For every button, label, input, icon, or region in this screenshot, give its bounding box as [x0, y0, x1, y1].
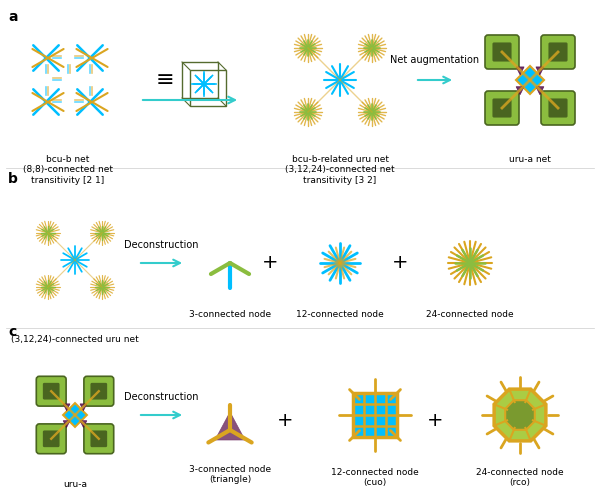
- Polygon shape: [505, 400, 535, 430]
- FancyBboxPatch shape: [485, 91, 519, 125]
- Text: +: +: [262, 253, 278, 273]
- Text: 12-connected node
(cuo): 12-connected node (cuo): [331, 468, 419, 488]
- Text: c: c: [8, 325, 16, 339]
- Text: 12-connected node: 12-connected node: [296, 310, 384, 319]
- FancyBboxPatch shape: [493, 99, 511, 117]
- Text: 3-connected node
(triangle): 3-connected node (triangle): [189, 465, 271, 485]
- Text: b: b: [8, 172, 18, 186]
- FancyBboxPatch shape: [91, 383, 107, 399]
- Polygon shape: [516, 87, 524, 94]
- Polygon shape: [63, 421, 70, 428]
- Text: +: +: [392, 253, 408, 273]
- Text: (3,12,24)-connected uru net: (3,12,24)-connected uru net: [11, 335, 139, 344]
- Text: bcu-b-related uru net
(3,12,24)-connected net
transitivity [3 2]: bcu-b-related uru net (3,12,24)-connecte…: [285, 155, 395, 185]
- Polygon shape: [215, 412, 245, 440]
- FancyBboxPatch shape: [549, 99, 567, 117]
- Polygon shape: [80, 421, 87, 428]
- FancyBboxPatch shape: [43, 383, 59, 399]
- Polygon shape: [536, 87, 544, 94]
- FancyBboxPatch shape: [43, 431, 59, 447]
- FancyBboxPatch shape: [37, 376, 66, 406]
- Text: Deconstruction: Deconstruction: [124, 392, 198, 402]
- Polygon shape: [494, 389, 546, 441]
- FancyBboxPatch shape: [485, 35, 519, 69]
- Polygon shape: [63, 404, 70, 411]
- Text: uru-a: uru-a: [63, 480, 87, 489]
- Text: ≡: ≡: [155, 70, 175, 90]
- FancyBboxPatch shape: [84, 376, 114, 406]
- Text: Net augmentation: Net augmentation: [391, 55, 479, 65]
- FancyBboxPatch shape: [353, 393, 397, 437]
- Polygon shape: [80, 404, 87, 411]
- Polygon shape: [516, 67, 524, 75]
- FancyBboxPatch shape: [37, 424, 66, 454]
- Polygon shape: [516, 66, 544, 94]
- FancyBboxPatch shape: [84, 424, 114, 454]
- Text: a: a: [8, 10, 17, 24]
- Text: Deconstruction: Deconstruction: [124, 240, 198, 250]
- FancyBboxPatch shape: [91, 431, 107, 447]
- Text: uru-a net: uru-a net: [509, 155, 551, 164]
- Text: +: +: [277, 410, 293, 430]
- Polygon shape: [63, 403, 87, 427]
- FancyBboxPatch shape: [541, 35, 575, 69]
- FancyBboxPatch shape: [493, 43, 511, 61]
- FancyBboxPatch shape: [541, 91, 575, 125]
- Text: 3-connected node: 3-connected node: [189, 310, 271, 319]
- Text: +: +: [427, 410, 443, 430]
- Text: 24-connected node: 24-connected node: [426, 310, 514, 319]
- FancyBboxPatch shape: [549, 43, 567, 61]
- Text: 24-connected node
(rco): 24-connected node (rco): [476, 468, 564, 488]
- Text: bcu-b net
(8,8)-connected net
transitivity [2 1]: bcu-b net (8,8)-connected net transitivi…: [23, 155, 113, 185]
- Polygon shape: [536, 67, 544, 75]
